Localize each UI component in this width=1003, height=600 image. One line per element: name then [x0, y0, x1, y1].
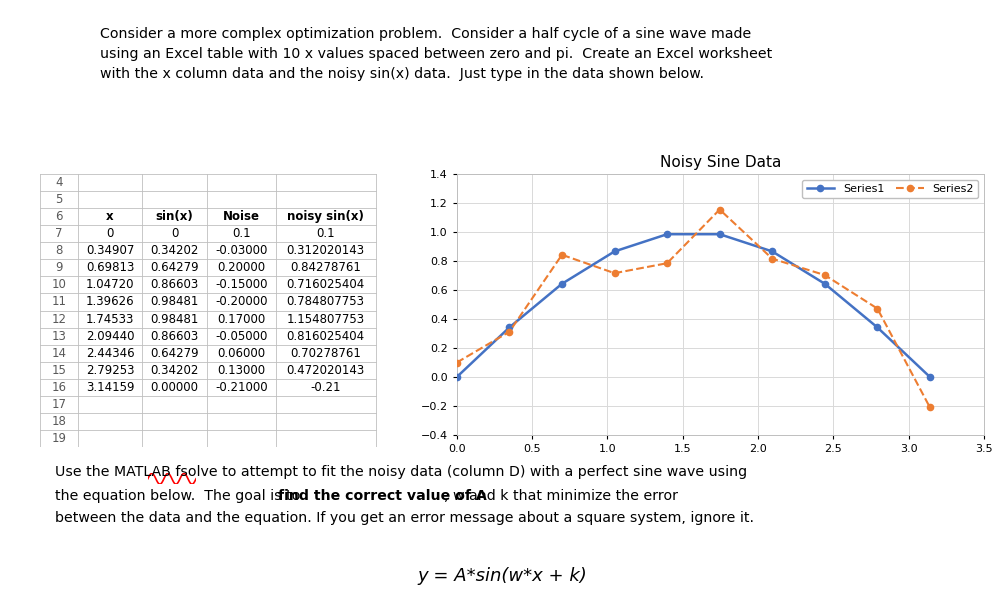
Text: 0.784807753: 0.784807753 [286, 295, 364, 308]
Text: 1.39626: 1.39626 [85, 295, 134, 308]
Text: 19: 19 [51, 432, 66, 445]
Text: 0.98481: 0.98481 [150, 313, 199, 326]
Series1 [871, 324, 883, 331]
Text: 0.00000: 0.00000 [150, 381, 199, 394]
Text: 0.34907: 0.34907 [85, 244, 134, 257]
Text: 0.69813: 0.69813 [85, 262, 134, 274]
Text: Noise: Noise [223, 210, 260, 223]
Series1 [713, 230, 725, 238]
Text: 12: 12 [51, 313, 66, 326]
Text: 0: 0 [171, 227, 179, 240]
Text: -0.20000: -0.20000 [215, 295, 267, 308]
Text: 0.13000: 0.13000 [217, 364, 265, 377]
Text: y = A*sin(w*x + k): y = A*sin(w*x + k) [416, 567, 587, 585]
Series2 [923, 404, 935, 411]
Series1 [450, 373, 462, 380]
Text: 0.84278761: 0.84278761 [290, 262, 361, 274]
Text: 0.1: 0.1 [316, 227, 335, 240]
Text: 14: 14 [51, 347, 66, 359]
Text: noisy sin(x): noisy sin(x) [287, 210, 364, 223]
Text: 1.04720: 1.04720 [85, 278, 134, 292]
Series1 [503, 324, 515, 331]
Series1 [556, 280, 568, 287]
Series2 [450, 359, 462, 366]
Text: 3.14159: 3.14159 [85, 381, 134, 394]
Series1 [660, 230, 672, 238]
Text: 18: 18 [51, 415, 66, 428]
Text: 0.17000: 0.17000 [217, 313, 265, 326]
Series2 [765, 255, 777, 262]
Text: 0: 0 [106, 227, 113, 240]
Text: 17: 17 [51, 398, 66, 411]
Text: 0.70278761: 0.70278761 [290, 347, 361, 359]
Text: 0.34202: 0.34202 [150, 364, 199, 377]
Text: 8: 8 [55, 244, 62, 257]
Text: 2.09440: 2.09440 [85, 329, 134, 343]
Text: 10: 10 [51, 278, 66, 292]
Series1 [765, 248, 777, 255]
Text: Consider a more complex optimization problem.  Consider a half cycle of a sine w: Consider a more complex optimization pro… [100, 27, 772, 81]
Text: 0.20000: 0.20000 [217, 262, 265, 274]
Text: -0.21000: -0.21000 [215, 381, 267, 394]
Text: 4: 4 [55, 176, 62, 189]
Line: Series1: Series1 [453, 231, 932, 380]
Text: 0.34202: 0.34202 [150, 244, 199, 257]
Text: 5: 5 [55, 193, 62, 206]
Text: 9: 9 [55, 262, 62, 274]
Text: -0.03000: -0.03000 [215, 244, 267, 257]
Text: 0.86603: 0.86603 [150, 278, 199, 292]
Series2 [818, 271, 830, 278]
Series2 [503, 328, 515, 335]
Text: find the correct value of A: find the correct value of A [277, 489, 485, 503]
Text: 11: 11 [51, 295, 66, 308]
Text: the equation below.  The goal is to: the equation below. The goal is to [55, 489, 305, 503]
Line: Series2: Series2 [453, 206, 932, 410]
Text: 15: 15 [51, 364, 66, 377]
Series1 [608, 248, 620, 255]
Text: between the data and the equation. If you get an error message about a square sy: between the data and the equation. If yo… [55, 511, 753, 525]
Text: 0.64279: 0.64279 [150, 262, 199, 274]
Series1 [923, 373, 935, 380]
Series2 [660, 260, 672, 267]
Text: -0.05000: -0.05000 [215, 329, 267, 343]
Text: 0.716025404: 0.716025404 [286, 278, 364, 292]
Text: 16: 16 [51, 381, 66, 394]
Text: x: x [106, 210, 113, 223]
Text: -0.21: -0.21 [310, 381, 340, 394]
Series2 [556, 251, 568, 259]
Text: 0.472020143: 0.472020143 [286, 364, 364, 377]
Text: 1.154807753: 1.154807753 [286, 313, 364, 326]
Series1 [818, 280, 830, 287]
Text: Use the MATLAB fsolve to attempt to fit the noisy data (column D) with a perfect: Use the MATLAB fsolve to attempt to fit … [55, 465, 746, 479]
Text: 0.98481: 0.98481 [150, 295, 199, 308]
Text: 7: 7 [55, 227, 62, 240]
Text: sin(x): sin(x) [155, 210, 194, 223]
Text: 0.64279: 0.64279 [150, 347, 199, 359]
Legend: Series1, Series2: Series1, Series2 [801, 179, 977, 199]
Text: -0.15000: -0.15000 [215, 278, 267, 292]
Text: 13: 13 [51, 329, 66, 343]
Series2 [713, 206, 725, 213]
Text: 6: 6 [55, 210, 62, 223]
Series2 [608, 269, 620, 277]
Title: Noisy Sine Data: Noisy Sine Data [659, 155, 780, 170]
Text: 0.312020143: 0.312020143 [286, 244, 364, 257]
Text: , w and k that minimize the error: , w and k that minimize the error [443, 489, 678, 503]
Text: 0.1: 0.1 [232, 227, 251, 240]
Text: 0.816025404: 0.816025404 [286, 329, 364, 343]
Text: 2.79253: 2.79253 [85, 364, 134, 377]
Text: 0.86603: 0.86603 [150, 329, 199, 343]
Text: 2.44346: 2.44346 [85, 347, 134, 359]
Series2 [871, 305, 883, 312]
Text: 1.74533: 1.74533 [85, 313, 134, 326]
Text: 0.06000: 0.06000 [217, 347, 265, 359]
